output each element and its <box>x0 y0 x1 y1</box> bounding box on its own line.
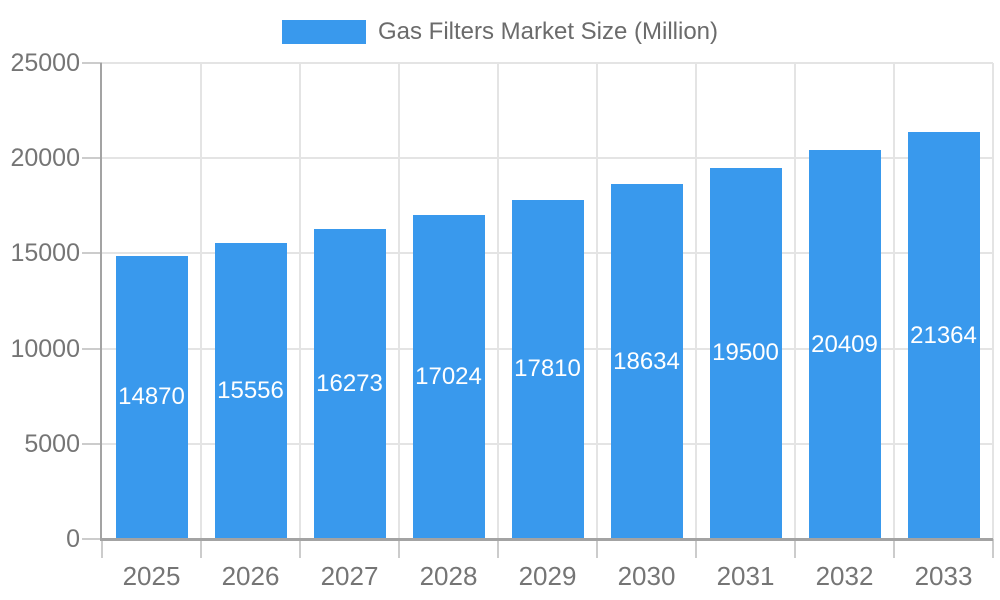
bar[interactable] <box>907 132 980 539</box>
x-axis-label: 2026 <box>221 561 280 591</box>
x-axis-label: 2031 <box>716 561 775 591</box>
x-axis-label: 2033 <box>914 561 973 591</box>
x-axis-tick <box>398 539 400 558</box>
y-axis-label: 15000 <box>10 239 80 268</box>
axis-line-y <box>100 63 102 541</box>
gridline-vertical <box>497 63 499 539</box>
gridline-vertical <box>299 63 301 539</box>
x-axis-tick <box>200 539 202 558</box>
gridline-horizontal <box>102 62 993 64</box>
y-axis-tick <box>82 62 102 64</box>
bar[interactable] <box>808 150 881 539</box>
y-axis-label: 0 <box>66 525 80 553</box>
x-axis-label: 2030 <box>617 561 676 591</box>
axis-line-x <box>100 538 993 541</box>
bar[interactable] <box>115 255 188 539</box>
x-axis-tick <box>497 539 499 558</box>
bar[interactable] <box>709 167 782 539</box>
x-axis-label: 2029 <box>518 561 577 591</box>
gridline-vertical <box>794 63 796 539</box>
x-axis-tick <box>101 539 103 558</box>
y-axis-label: 25000 <box>10 49 80 77</box>
y-axis-tick <box>82 347 102 350</box>
y-axis-tick <box>82 538 102 540</box>
x-axis-tick <box>596 539 598 558</box>
gridline-vertical <box>893 63 895 539</box>
x-axis-tick <box>695 539 697 558</box>
bar[interactable] <box>214 242 287 539</box>
gridline-vertical <box>200 63 202 539</box>
y-axis-label: 10000 <box>10 334 80 363</box>
y-axis-tick <box>82 157 102 160</box>
x-axis-tick <box>299 539 301 558</box>
y-axis-tick <box>82 442 102 445</box>
legend-label: Gas Filters Market Size (Million) <box>377 18 719 45</box>
x-axis-tick <box>992 539 994 558</box>
x-axis-label: 2032 <box>815 561 874 591</box>
y-axis-label: 5000 <box>24 429 80 458</box>
bar[interactable] <box>610 184 683 539</box>
bar[interactable] <box>313 229 386 539</box>
legend-item[interactable]: Gas Filters Market Size (Million) <box>0 18 1000 46</box>
bar[interactable] <box>511 199 584 539</box>
legend-swatch <box>281 20 366 44</box>
gridline-vertical <box>992 63 994 539</box>
gridline-vertical <box>398 63 400 539</box>
x-axis-label: 2025 <box>122 561 181 591</box>
gridline-vertical <box>695 63 697 539</box>
gridline-vertical <box>596 63 598 539</box>
bar[interactable] <box>412 214 485 539</box>
x-axis-label: 2028 <box>419 561 478 591</box>
y-axis-label: 20000 <box>10 144 80 173</box>
x-axis-label: 2027 <box>320 561 379 591</box>
y-axis-tick <box>82 252 102 255</box>
x-axis-tick <box>794 539 796 558</box>
x-axis-tick <box>893 539 895 558</box>
